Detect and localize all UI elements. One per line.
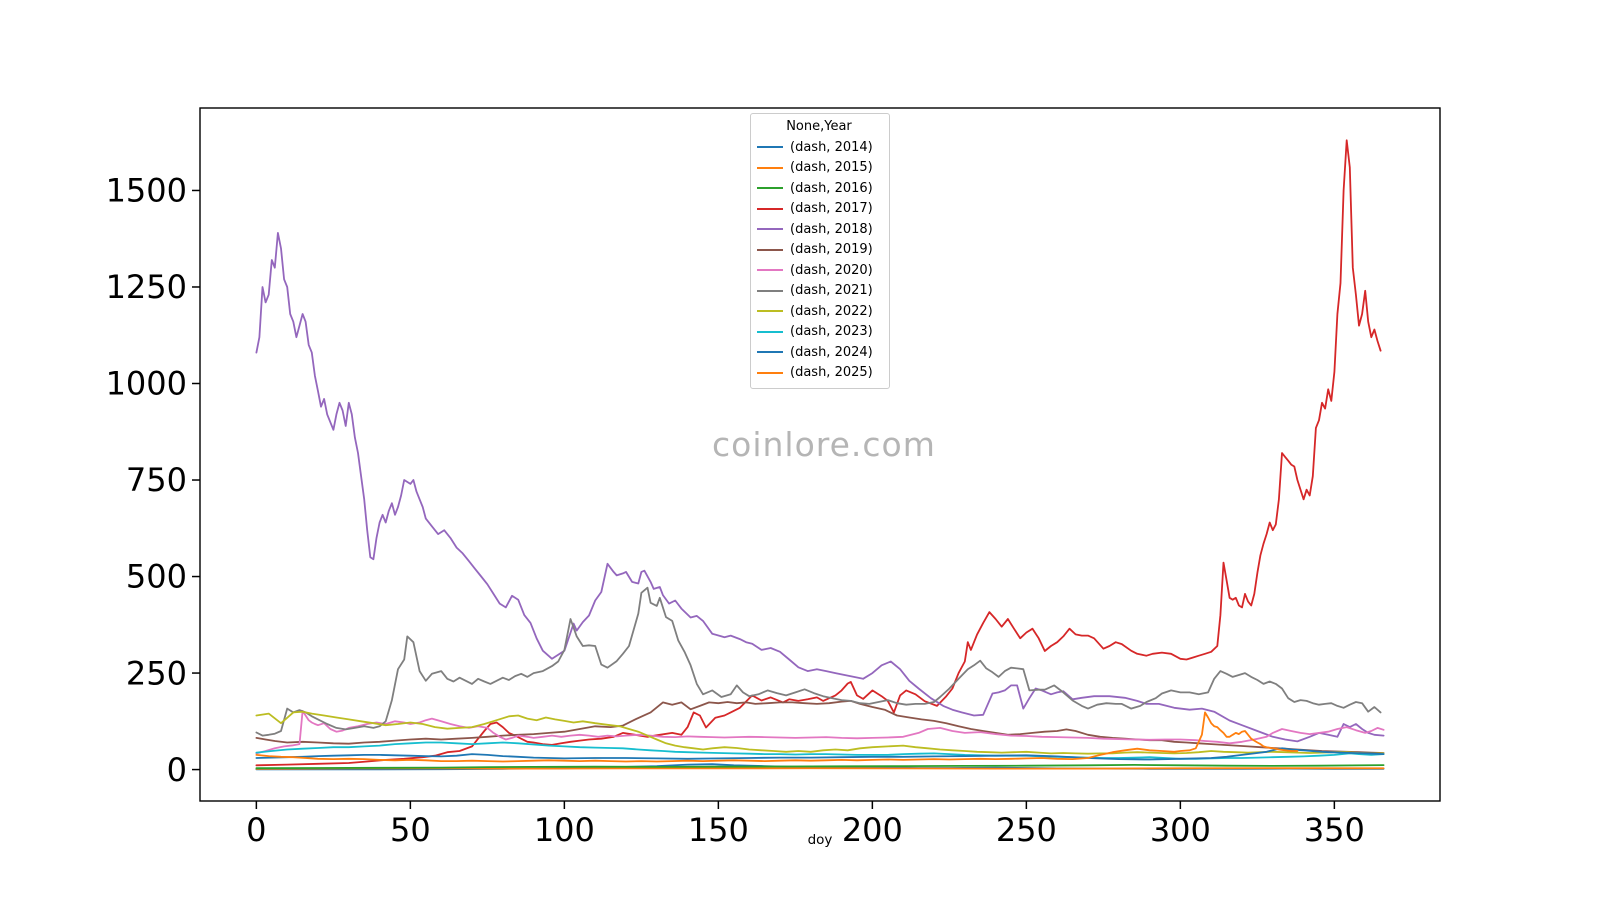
x-tick-label: 350 (1304, 811, 1365, 849)
y-tick-label: 0 (167, 751, 187, 789)
legend-items: (dash, 2014) (dash, 2015) (dash, 2016) (das… (757, 137, 881, 383)
series-line (255, 710, 1385, 755)
legend-line-swatch (757, 330, 783, 333)
legend-line-swatch (757, 310, 783, 313)
x-tick-label: 50 (390, 811, 431, 849)
plot-border (199, 107, 1441, 802)
legend-line-swatch (757, 228, 783, 231)
y-tick-label: 250 (126, 654, 187, 692)
legend-label: (dash, 2019) (790, 242, 873, 258)
y-tick-label: 500 (126, 558, 187, 596)
x-tick-label: 100 (534, 811, 595, 849)
legend-line-swatch (757, 207, 783, 210)
legend-label: (dash, 2023) (790, 324, 873, 340)
watermark: coinlore.com (712, 425, 936, 464)
series-line (255, 764, 1385, 770)
legend-item: (dash, 2015) (757, 158, 881, 179)
legend-label: (dash, 2018) (790, 221, 873, 237)
legend-line-swatch (757, 146, 783, 149)
y-tick-label: 750 (126, 461, 187, 499)
legend-line-swatch (757, 289, 783, 292)
legend-label: (dash, 2014) (790, 139, 873, 155)
legend-item: (dash, 2018) (757, 219, 881, 240)
series-line (255, 710, 1385, 755)
legend-item: (dash, 2020) (757, 260, 881, 281)
legend-item: (dash, 2014) (757, 137, 881, 158)
legend-line-swatch (757, 248, 783, 251)
series-line (255, 586, 1382, 737)
legend-item: (dash, 2022) (757, 301, 881, 322)
x-tick-label: 150 (688, 811, 749, 849)
legend-item: (dash, 2017) (757, 199, 881, 220)
legend-item: (dash, 2019) (757, 240, 881, 261)
series-line (255, 231, 1385, 743)
legend-label: (dash, 2015) (790, 160, 873, 176)
y-tick-label: 1250 (106, 268, 187, 306)
legend-item: (dash, 2023) (757, 322, 881, 343)
x-tick-label: 300 (1150, 811, 1211, 849)
legend-label: (dash, 2022) (790, 303, 873, 319)
legend-line-swatch (757, 371, 783, 374)
legend-item: (dash, 2021) (757, 281, 881, 302)
series-line (255, 139, 1382, 767)
y-tick-label: 1500 (106, 172, 187, 210)
legend-label: (dash, 2021) (790, 283, 873, 299)
legend-item: (dash, 2016) (757, 178, 881, 199)
x-tick-label: 250 (996, 811, 1057, 849)
y-tick-label: 1000 (106, 365, 187, 403)
legend-title: None,Year (786, 119, 852, 134)
legend: None,Year (dash, 2014) (dash, 2015) (dash,… (750, 113, 890, 389)
legend-item: (dash, 2024) (757, 342, 881, 363)
series-line (255, 747, 1385, 761)
legend-line-swatch (757, 166, 783, 169)
legend-label: (dash, 2025) (790, 365, 873, 381)
x-axis-label: doy (807, 832, 833, 848)
x-tick-label: 0 (246, 811, 266, 849)
legend-line-swatch (757, 269, 783, 272)
legend-label: (dash, 2020) (790, 262, 873, 278)
legend-label: (dash, 2024) (790, 344, 873, 360)
legend-item: (dash, 2025) (757, 363, 881, 384)
series-line (255, 711, 1299, 763)
legend-label: (dash, 2017) (790, 201, 873, 217)
x-tick-label: 200 (842, 811, 903, 849)
legend-label: (dash, 2016) (790, 180, 873, 196)
legend-line-swatch (757, 187, 783, 190)
legend-line-swatch (757, 351, 783, 354)
